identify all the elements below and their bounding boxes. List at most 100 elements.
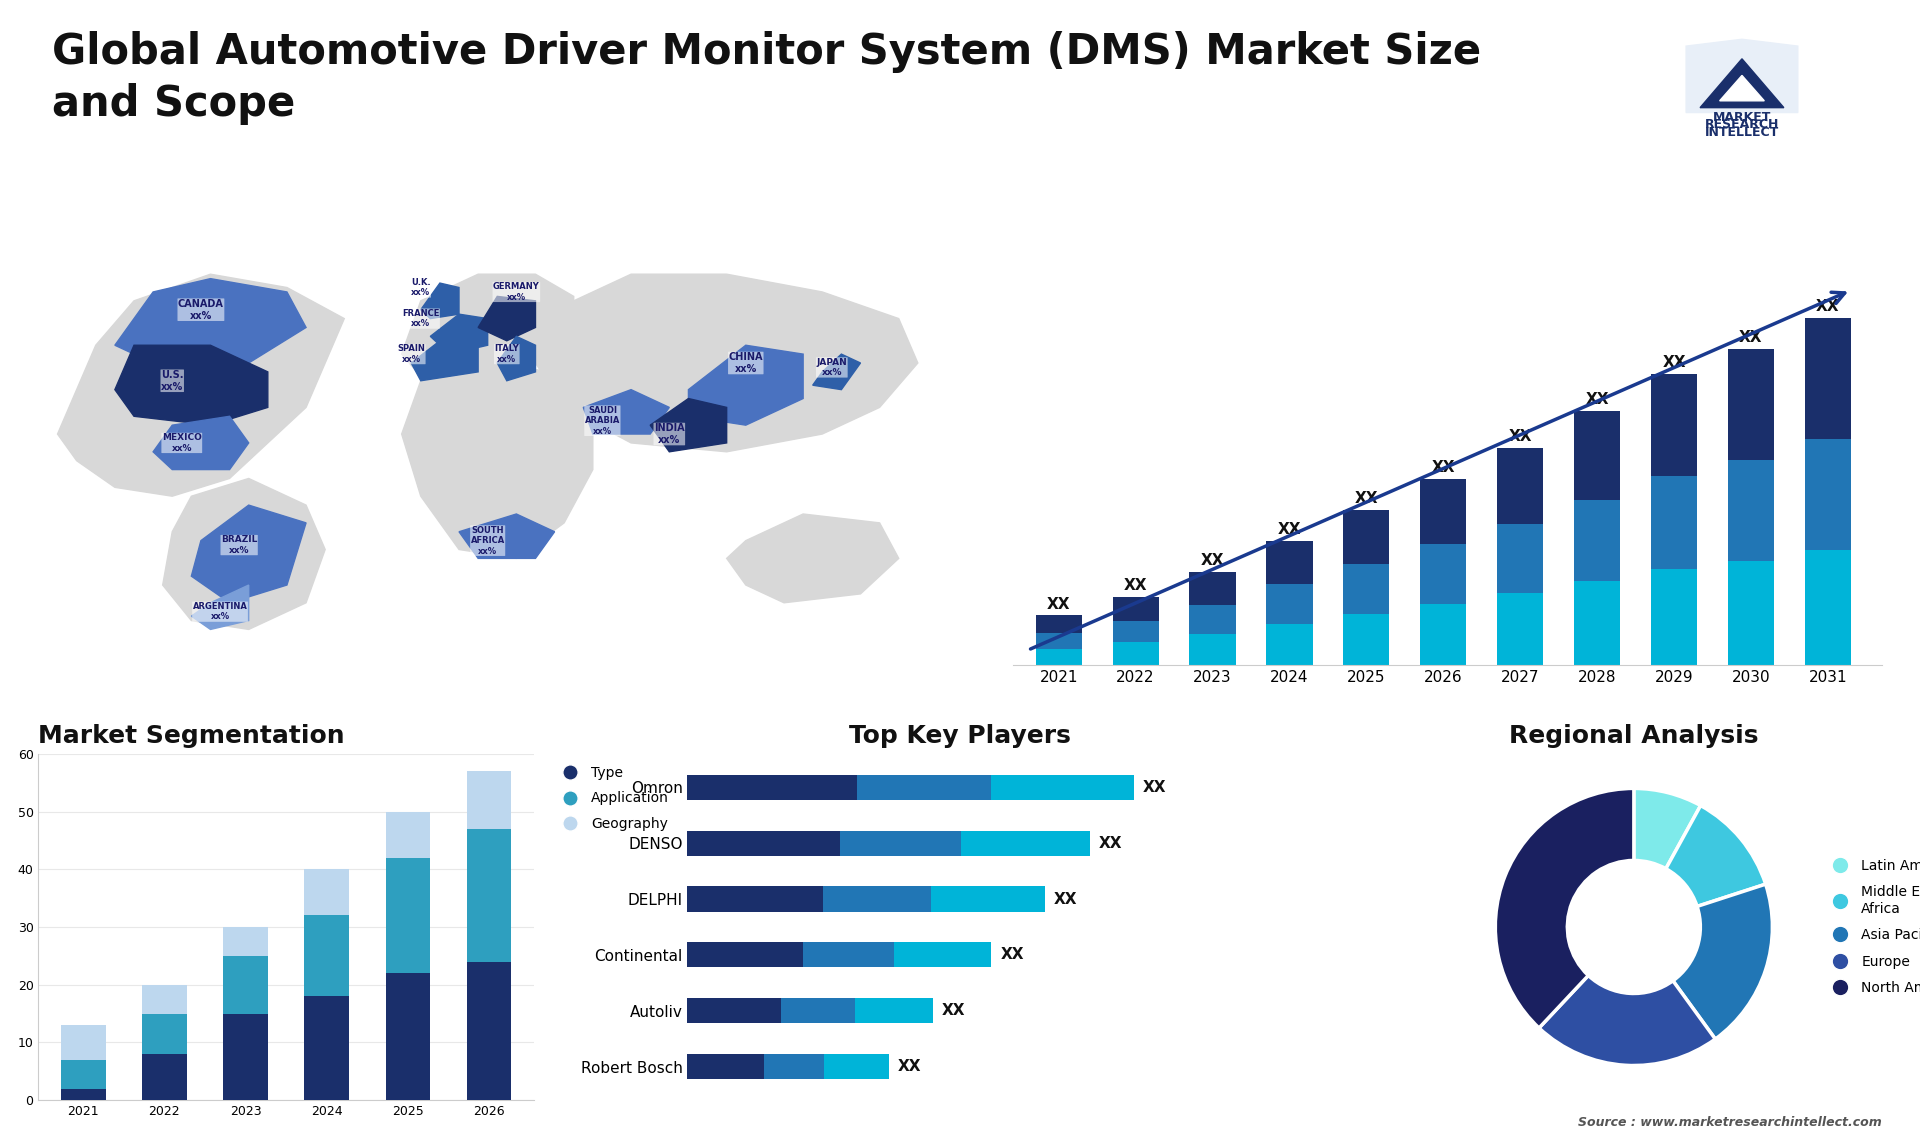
Bar — [1651, 568, 1697, 665]
Bar — [61, 1060, 106, 1089]
Bar — [764, 1054, 824, 1080]
Bar — [1112, 597, 1158, 621]
Bar — [687, 775, 856, 800]
Bar — [824, 1054, 889, 1080]
Legend: Type, Application, Geography: Type, Application, Geography — [551, 761, 674, 837]
Bar — [803, 942, 895, 967]
Text: XX: XX — [1356, 492, 1379, 507]
Polygon shape — [1699, 58, 1784, 108]
Text: JAPAN
xx%: JAPAN xx% — [816, 358, 847, 377]
Bar — [856, 775, 991, 800]
Bar — [305, 869, 349, 916]
Bar — [142, 1054, 186, 1100]
Bar — [1344, 564, 1390, 614]
Bar — [1035, 633, 1081, 649]
Text: CHINA
xx%: CHINA xx% — [728, 352, 762, 374]
Bar — [386, 973, 430, 1100]
Text: MARKET: MARKET — [1713, 110, 1770, 124]
Bar — [1574, 411, 1620, 500]
Bar — [61, 1089, 106, 1100]
Polygon shape — [192, 584, 250, 629]
Text: RESEARCH: RESEARCH — [1705, 118, 1780, 132]
Bar — [1728, 460, 1774, 560]
Text: ARGENTINA
xx%: ARGENTINA xx% — [192, 602, 248, 621]
Bar — [1805, 319, 1851, 439]
Text: INDIA
xx%: INDIA xx% — [655, 423, 685, 445]
Text: XX: XX — [1200, 554, 1225, 568]
Polygon shape — [812, 354, 860, 390]
Bar — [1344, 614, 1390, 665]
Bar — [687, 887, 824, 911]
Text: BRAZIL
xx%: BRAZIL xx% — [221, 535, 257, 555]
Wedge shape — [1667, 806, 1766, 906]
Text: XX: XX — [1054, 892, 1077, 906]
Text: XX: XX — [943, 1003, 966, 1019]
Bar — [1190, 634, 1236, 665]
Polygon shape — [726, 513, 899, 603]
Bar — [1190, 572, 1236, 605]
Bar — [467, 961, 511, 1100]
Bar — [1651, 374, 1697, 476]
Wedge shape — [1672, 885, 1772, 1039]
Text: XX: XX — [1740, 330, 1763, 345]
Bar — [1267, 625, 1313, 665]
Bar — [824, 887, 931, 911]
Text: FRANCE
xx%: FRANCE xx% — [401, 309, 440, 328]
Bar — [854, 998, 933, 1023]
Bar — [1035, 649, 1081, 665]
Polygon shape — [115, 345, 267, 425]
Bar — [931, 887, 1044, 911]
Bar — [223, 927, 269, 956]
Text: Source : www.marketresearchintellect.com: Source : www.marketresearchintellect.com — [1578, 1116, 1882, 1129]
Bar — [1344, 510, 1390, 564]
Polygon shape — [689, 345, 803, 425]
Bar — [687, 998, 781, 1023]
Polygon shape — [430, 314, 488, 354]
Text: XX: XX — [1586, 392, 1609, 407]
Text: U.K.
xx%: U.K. xx% — [411, 277, 430, 297]
Bar — [305, 996, 349, 1100]
Text: SAUDI
ARABIA
xx%: SAUDI ARABIA xx% — [586, 406, 620, 435]
Bar — [61, 1026, 106, 1060]
Bar — [1574, 500, 1620, 581]
Text: XX: XX — [897, 1059, 922, 1074]
Text: XX: XX — [1000, 948, 1023, 963]
Text: U.S.
xx%: U.S. xx% — [161, 370, 184, 392]
Bar — [386, 811, 430, 857]
Text: GERMANY
xx%: GERMANY xx% — [493, 282, 540, 301]
Polygon shape — [459, 513, 555, 558]
Text: SPAIN
xx%: SPAIN xx% — [397, 345, 424, 363]
Text: XX: XX — [1277, 523, 1302, 537]
Bar — [1112, 621, 1158, 643]
Text: XX: XX — [1142, 779, 1167, 795]
Text: SOUTH
AFRICA
xx%: SOUTH AFRICA xx% — [470, 526, 505, 556]
Text: XX: XX — [1663, 355, 1686, 370]
Bar — [467, 771, 511, 829]
Text: Global Automotive Driver Monitor System (DMS) Market Size
and Scope: Global Automotive Driver Monitor System … — [52, 31, 1482, 125]
Bar — [1498, 448, 1544, 524]
Bar — [1190, 605, 1236, 634]
Bar — [305, 916, 349, 996]
Polygon shape — [192, 505, 305, 603]
Polygon shape — [411, 340, 478, 380]
Text: XX: XX — [1509, 430, 1532, 445]
Title: Regional Analysis: Regional Analysis — [1509, 723, 1759, 747]
Bar — [1112, 643, 1158, 665]
Bar — [781, 998, 854, 1023]
Bar — [1267, 584, 1313, 625]
Text: XX: XX — [1123, 578, 1148, 594]
Polygon shape — [584, 390, 670, 434]
Bar — [1651, 476, 1697, 568]
Polygon shape — [163, 478, 324, 629]
Bar — [687, 1054, 764, 1080]
Bar — [960, 831, 1089, 856]
Polygon shape — [401, 363, 593, 558]
Polygon shape — [1686, 39, 1797, 112]
Polygon shape — [651, 399, 726, 452]
Polygon shape — [536, 274, 918, 452]
Bar — [991, 775, 1135, 800]
Polygon shape — [497, 336, 536, 380]
Text: XX: XX — [1816, 299, 1839, 314]
Bar — [1498, 524, 1544, 594]
Bar — [223, 1013, 269, 1100]
